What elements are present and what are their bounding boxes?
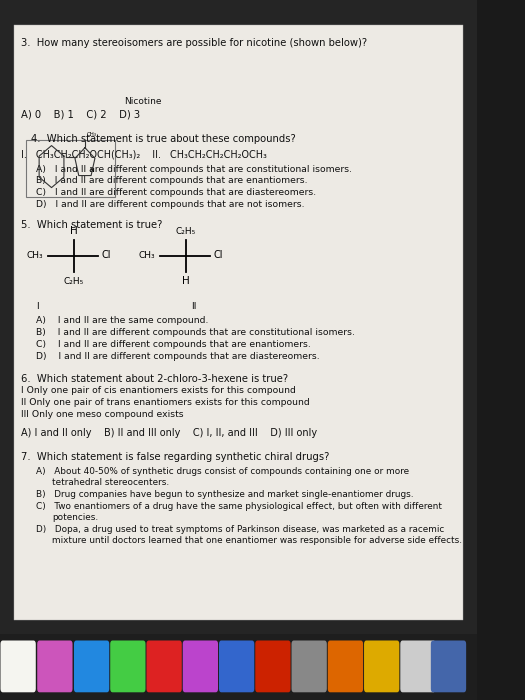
Text: B)    I and II are different compounds that are constitutional isomers.: B) I and II are different compounds that… [36,328,355,337]
Text: N: N [89,168,94,174]
Text: A)   I and II are different compounds that are constitutional isomers.: A) I and II are different compounds that… [36,164,352,174]
FancyBboxPatch shape [146,640,182,692]
Text: 3.  How many stereoisomers are possible for nicotine (shown below)?: 3. How many stereoisomers are possible f… [22,38,367,48]
Text: B)   I and II are different compounds that are enantiomers.: B) I and II are different compounds that… [36,176,307,186]
Text: Nicotine: Nicotine [124,97,162,106]
Text: D)    I and II are different compounds that are diastereomers.: D) I and II are different compounds that… [36,352,319,361]
Text: A)   About 40-50% of synthetic drugs consist of compounds containing one or more: A) About 40-50% of synthetic drugs consi… [36,467,409,476]
Text: A)    I and II are the same compound.: A) I and II are the same compound. [36,316,208,326]
Text: I.   CH₃CH₂CH₂OCH(CH₃)₂    II.   CH₃CH₂CH₂CH₂OCH₃: I. CH₃CH₂CH₂OCH(CH₃)₂ II. CH₃CH₂CH₂CH₂OC… [22,150,267,160]
Text: 6.  Which statement about 2-chloro-3-hexene is true?: 6. Which statement about 2-chloro-3-hexe… [22,374,289,384]
Text: 7.  Which statement is false regarding synthetic chiral drugs?: 7. Which statement is false regarding sy… [22,452,330,461]
Bar [26,140,114,197]
Text: potencies.: potencies. [52,513,99,522]
FancyBboxPatch shape [110,640,145,692]
Text: II Only one pair of trans enantiomers exists for this compound: II Only one pair of trans enantiomers ex… [22,398,310,407]
Bar [14,25,463,620]
Text: B)   Drug companies have begun to synthesize and market single-enantiomer drugs.: B) Drug companies have begun to synthesi… [36,490,413,499]
FancyBboxPatch shape [74,640,109,692]
Text: D)   Dopa, a drug used to treat symptoms of Parkinson disease, was marketed as a: D) Dopa, a drug used to treat symptoms o… [36,525,444,534]
Text: mixture until doctors learned that one enantiomer was responsible for adverse si: mixture until doctors learned that one e… [52,536,463,545]
Bar [0,634,477,700]
Text: Cl: Cl [102,251,111,260]
Text: C)   I and II are different compounds that are diastereomers.: C) I and II are different compounds that… [36,188,316,197]
FancyBboxPatch shape [219,640,254,692]
FancyBboxPatch shape [1,640,36,692]
Text: 5.  Which statement is true?: 5. Which statement is true? [22,220,163,230]
FancyBboxPatch shape [255,640,290,692]
Text: C)    I and II are different compounds that are enantiomers.: C) I and II are different compounds that… [36,340,310,349]
FancyBboxPatch shape [328,640,363,692]
Text: A) 0    B) 1    C) 2    D) 3: A) 0 B) 1 C) 2 D) 3 [22,110,141,120]
Text: I Only one pair of cis enantiomers exists for this compound: I Only one pair of cis enantiomers exist… [22,386,296,395]
Text: H: H [70,226,78,236]
Text: I: I [36,302,38,312]
Text: III Only one meso compound exists: III Only one meso compound exists [22,410,184,419]
Text: CH₃: CH₃ [139,251,155,260]
Text: A) I and II only    B) II and III only    C) I, II, and III    D) III only: A) I and II only B) II and III only C) I… [22,428,318,438]
Text: H: H [182,276,190,286]
Text: CH₃: CH₃ [26,251,43,260]
Text: D)   I and II are different compounds that are not isomers.: D) I and II are different compounds that… [36,200,304,209]
Text: CH₃: CH₃ [87,132,97,136]
Text: Cl: Cl [214,251,223,260]
Text: C₂H₅: C₂H₅ [176,227,196,236]
FancyBboxPatch shape [364,640,400,692]
Text: II: II [191,302,196,312]
FancyBboxPatch shape [37,640,72,692]
Text: C)   Two enantiomers of a drug have the same physiological effect, but often wit: C) Two enantiomers of a drug have the sa… [36,502,442,511]
FancyBboxPatch shape [400,640,436,692]
Text: tetrahedral stereocenters.: tetrahedral stereocenters. [52,478,170,487]
Text: C₂H₅: C₂H₅ [64,276,84,286]
FancyBboxPatch shape [291,640,327,692]
FancyBboxPatch shape [183,640,218,692]
FancyBboxPatch shape [431,640,466,692]
Text: 4.  Which statement is true about these compounds?: 4. Which statement is true about these c… [31,134,296,144]
